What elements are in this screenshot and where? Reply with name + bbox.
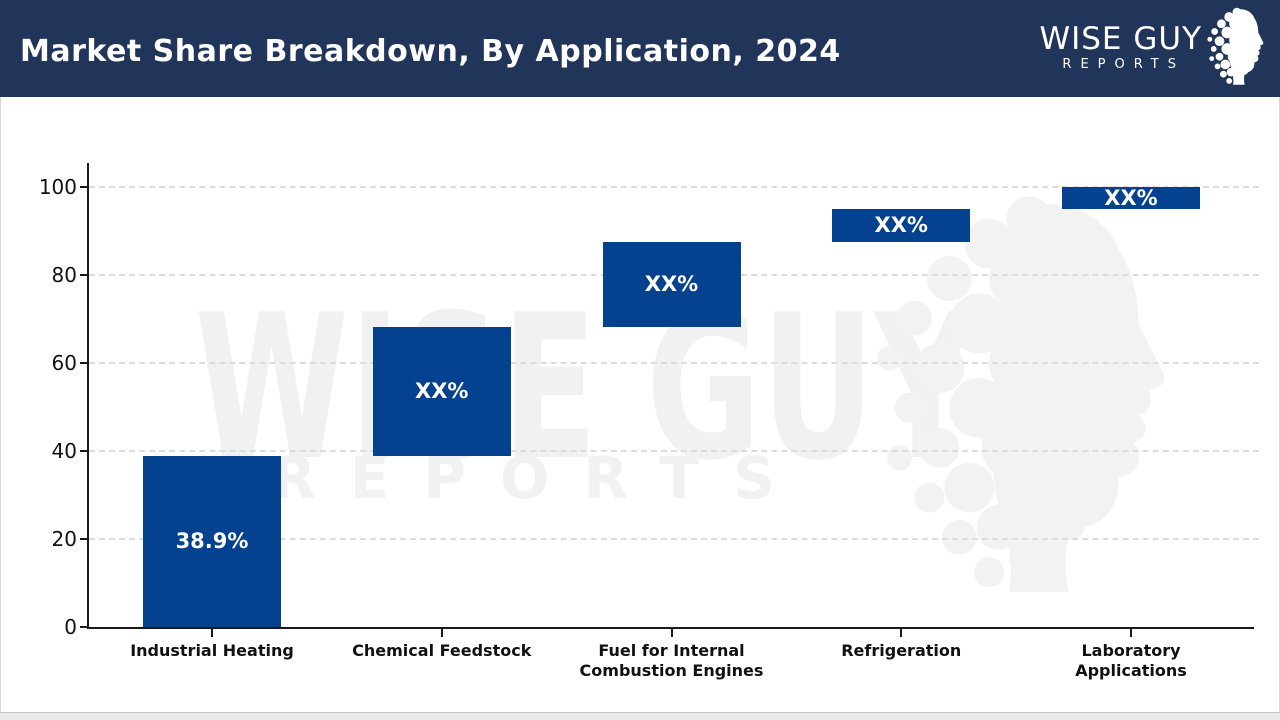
y-tick-label: 80 bbox=[51, 263, 77, 287]
y-gridline bbox=[89, 450, 1259, 452]
y-tickmark bbox=[80, 186, 89, 188]
y-gridline bbox=[89, 186, 1259, 188]
y-tickmark bbox=[80, 626, 89, 628]
y-tickmark bbox=[80, 362, 89, 364]
logo-wordmark: WISE GUY bbox=[1039, 20, 1202, 57]
bar-4: XX% bbox=[832, 209, 971, 242]
y-tick-label: 0 bbox=[64, 615, 77, 639]
x-tick-label: Refrigeration bbox=[841, 641, 962, 660]
bar-value-label: 38.9% bbox=[175, 528, 249, 553]
y-gridline bbox=[89, 538, 1259, 540]
bar-3: XX% bbox=[602, 241, 741, 327]
y-tick-label: 60 bbox=[51, 351, 77, 375]
x-tickmark bbox=[670, 629, 673, 637]
y-tick-label: 40 bbox=[51, 439, 77, 463]
x-tick-label: Laboratory Applications bbox=[1075, 641, 1187, 680]
watermark-face-icon bbox=[877, 196, 1165, 593]
logo-text: WISE GUY REPORTS bbox=[1039, 22, 1202, 72]
bar-value-label: XX% bbox=[415, 378, 469, 403]
bar-value-label: XX% bbox=[1104, 185, 1158, 210]
y-tick-label: 100 bbox=[38, 175, 77, 199]
x-tick-label: Fuel for Internal Combustion Engines bbox=[579, 641, 764, 680]
y-tickmark bbox=[80, 450, 89, 452]
x-tickmark bbox=[440, 629, 443, 637]
wise-guy-logo: WISE GUY REPORTS bbox=[1039, 6, 1266, 88]
x-tickmark bbox=[1130, 629, 1132, 637]
x-tick-label: Industrial Heating bbox=[130, 641, 294, 660]
y-axis-line bbox=[87, 163, 89, 629]
x-tick-label: Chemical Feedstock bbox=[352, 641, 532, 660]
logo-subtitle: REPORTS bbox=[1062, 57, 1186, 73]
wise-guy-face-icon bbox=[1207, 7, 1264, 85]
bar-1: 38.9% bbox=[143, 455, 281, 627]
footer-strip bbox=[0, 712, 1280, 720]
bar-5: XX% bbox=[1062, 187, 1200, 209]
bar-2: XX% bbox=[372, 326, 511, 456]
watermark-subtitle: REPORTS bbox=[271, 444, 809, 512]
bar-value-label: XX% bbox=[874, 212, 928, 237]
y-tickmark bbox=[80, 538, 89, 540]
chart-canvas: WISE GUY REPORTS 0 20 40 60 80 100 38.9% Indust… bbox=[0, 97, 1280, 712]
y-gridline bbox=[89, 362, 1259, 364]
x-tickmark bbox=[900, 629, 903, 637]
x-tickmark bbox=[211, 629, 213, 637]
y-tick-label: 20 bbox=[51, 527, 77, 551]
page-title: Market Share Breakdown, By Application, … bbox=[20, 34, 841, 69]
bar-value-label: XX% bbox=[644, 271, 699, 296]
header: Market Share Breakdown, By Application, … bbox=[0, 0, 1280, 97]
y-tickmark bbox=[80, 274, 89, 276]
x-axis-line bbox=[89, 627, 1254, 629]
